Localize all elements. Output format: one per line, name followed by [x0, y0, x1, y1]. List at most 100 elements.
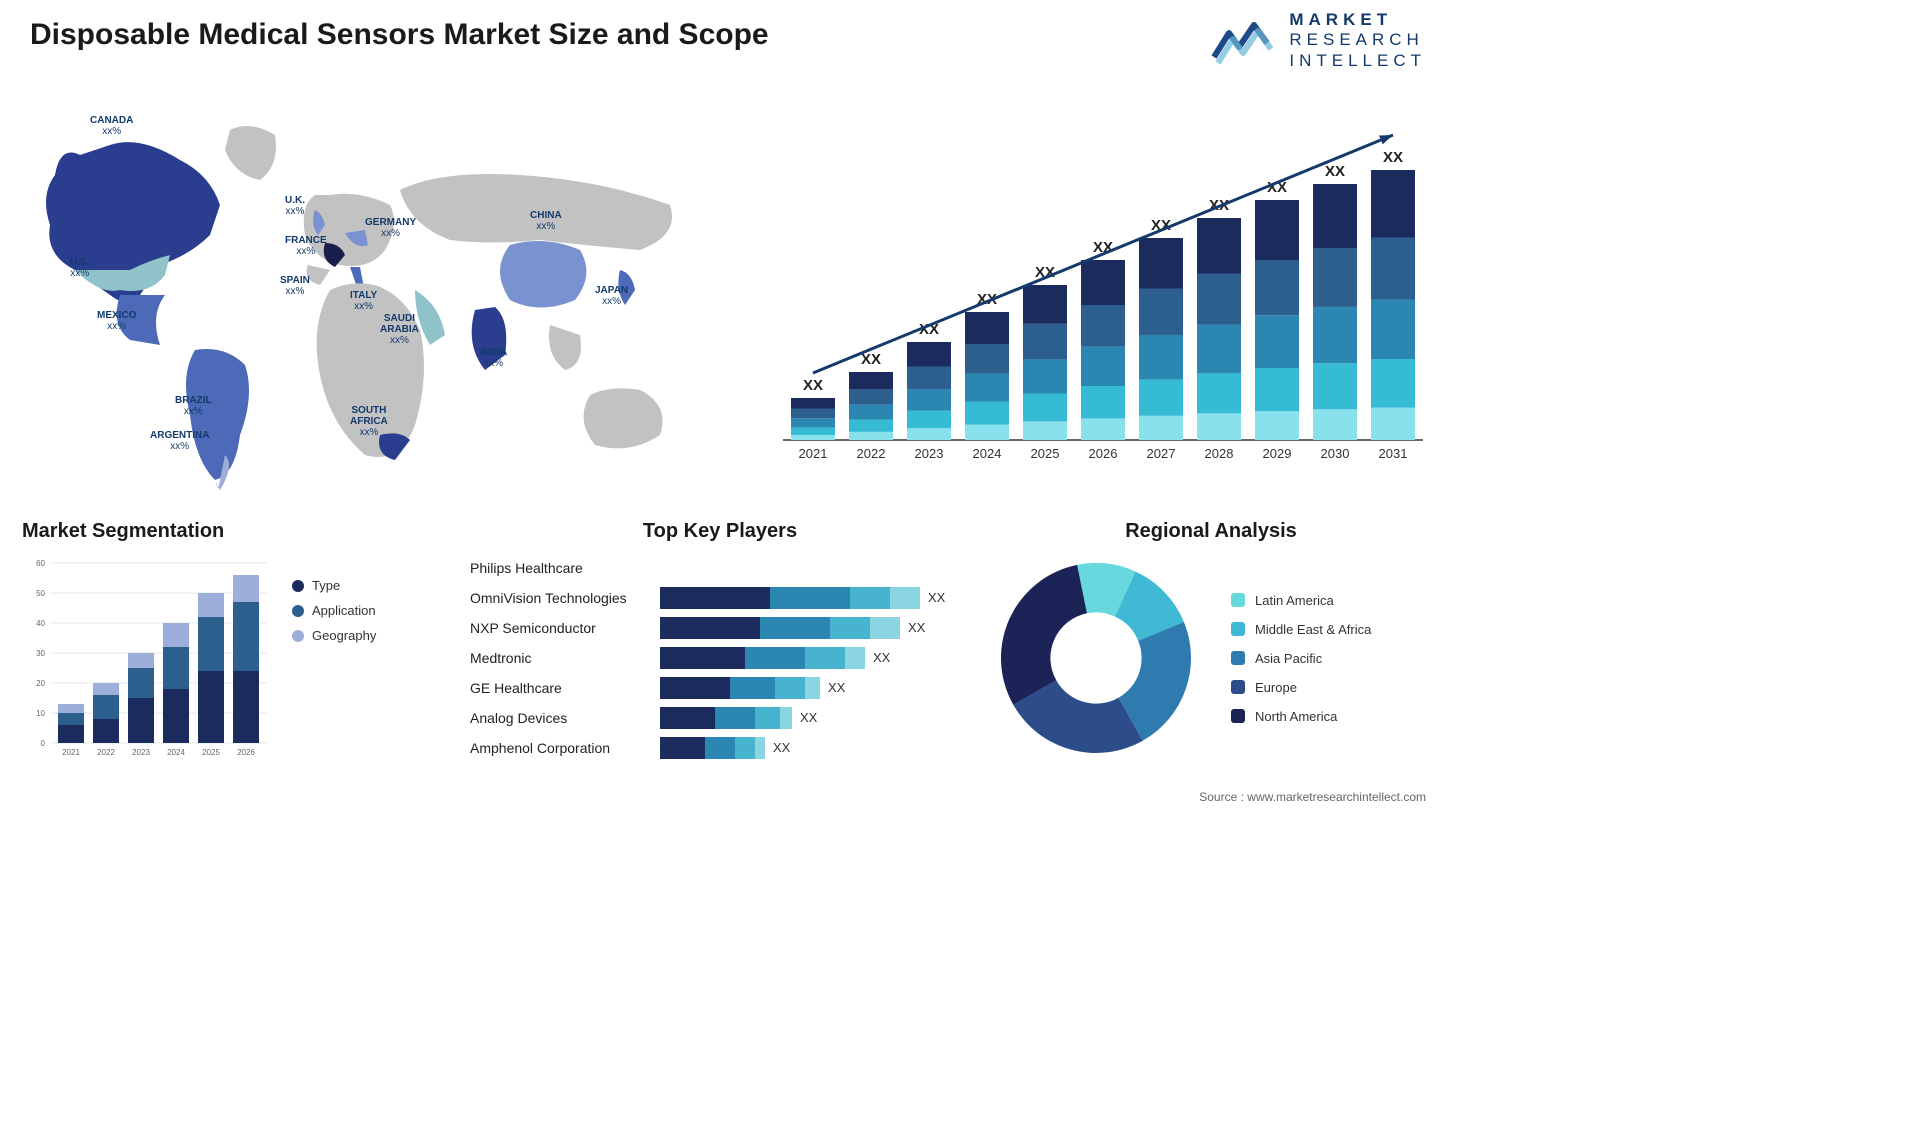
keyplayer-bar-segment: [805, 647, 845, 669]
keyplayer-row: Amphenol CorporationXX: [470, 733, 970, 762]
map-label: JAPANxx%: [595, 285, 628, 307]
keyplayer-bar-segment: [705, 737, 735, 759]
legend-label: Type: [312, 578, 340, 593]
legend-label: Asia Pacific: [1255, 651, 1322, 666]
legend-label: Application: [312, 603, 376, 618]
keyplayer-bar-wrap: XX: [660, 707, 970, 729]
keyplayer-bar-segment: [660, 677, 730, 699]
svg-text:XX: XX: [803, 377, 823, 394]
keyplayer-bar-segment: [660, 707, 715, 729]
svg-text:2025: 2025: [202, 748, 220, 757]
regional-title: Regional Analysis: [991, 520, 1431, 543]
segmentation-title: Market Segmentation: [22, 520, 432, 543]
regional-legend: Latin AmericaMiddle East & AfricaAsia Pa…: [1231, 593, 1371, 724]
keyplayer-bar-segment: [775, 677, 805, 699]
keyplayers-rows: Philips HealthcareOmniVision Technologie…: [470, 553, 970, 762]
logo-line3: INTELLECT: [1289, 51, 1426, 71]
keyplayer-bar-wrap: XX: [660, 587, 970, 609]
keyplayer-value: XX: [908, 620, 925, 635]
keyplayer-bar: [660, 737, 765, 759]
logo-icon: [1209, 15, 1279, 67]
svg-text:2021: 2021: [62, 748, 80, 757]
logo-line1: MARKET: [1289, 10, 1426, 30]
keyplayer-value: XX: [828, 680, 845, 695]
keyplayer-bar: [660, 707, 792, 729]
keyplayer-bar-segment: [870, 617, 900, 639]
svg-text:2028: 2028: [1205, 446, 1234, 461]
keyplayer-name: GE Healthcare: [470, 680, 660, 696]
keyplayer-bar-segment: [660, 587, 770, 609]
map-label: SAUDIARABIAxx%: [380, 313, 419, 346]
legend-swatch: [1231, 709, 1245, 723]
keyplayer-bar: [660, 677, 820, 699]
keyplayer-bar: [660, 617, 900, 639]
brand-logo: MARKET RESEARCH INTELLECT: [1209, 10, 1426, 71]
svg-text:2024: 2024: [167, 748, 185, 757]
keyplayer-value: XX: [773, 740, 790, 755]
svg-text:10: 10: [36, 709, 45, 718]
segmentation-legend-item: Geography: [292, 628, 376, 643]
keyplayer-name: Analog Devices: [470, 710, 660, 726]
keyplayer-bar: [660, 647, 865, 669]
legend-label: Geography: [312, 628, 376, 643]
keyplayer-bar-segment: [890, 587, 920, 609]
legend-swatch: [292, 630, 304, 642]
map-label: ITALYxx%: [350, 290, 377, 312]
legend-swatch: [1231, 680, 1245, 694]
legend-swatch: [1231, 622, 1245, 636]
legend-label: Europe: [1255, 680, 1297, 695]
keyplayer-row: Philips Healthcare: [470, 553, 970, 582]
segmentation-legend-item: Application: [292, 603, 376, 618]
keyplayer-value: XX: [873, 650, 890, 665]
keyplayer-bar-segment: [660, 617, 760, 639]
keyplayer-bar-segment: [755, 707, 780, 729]
svg-text:2031: 2031: [1379, 446, 1408, 461]
keyplayer-row: NXP Semiconductor XX: [470, 613, 970, 642]
keyplayers-title: Top Key Players: [470, 520, 970, 543]
svg-text:2023: 2023: [132, 748, 150, 757]
keyplayer-value: XX: [800, 710, 817, 725]
keyplayer-bar-wrap: XX: [660, 677, 970, 699]
svg-text:2026: 2026: [1089, 446, 1118, 461]
svg-text:2025: 2025: [1031, 446, 1060, 461]
keyplayer-name: NXP Semiconductor: [470, 620, 660, 636]
svg-text:2029: 2029: [1263, 446, 1292, 461]
world-map: CANADAxx%U.S.xx%MEXICOxx%BRAZILxx%ARGENT…: [20, 95, 720, 495]
segmentation-section: Market Segmentation 01020304050602021202…: [22, 520, 432, 763]
svg-text:2023: 2023: [915, 446, 944, 461]
keyplayer-bar-segment: [770, 587, 850, 609]
keyplayer-value: XX: [928, 590, 945, 605]
growth-chart: XX2021XX2022XX2023XX2024XX2025XX2026XX20…: [771, 100, 1431, 470]
regional-donut: [991, 553, 1201, 763]
legend-swatch: [292, 580, 304, 592]
svg-text:XX: XX: [1383, 149, 1403, 166]
keyplayer-bar-segment: [660, 737, 705, 759]
map-label: CANADAxx%: [90, 115, 133, 137]
segmentation-legend-item: Type: [292, 578, 376, 593]
svg-text:0: 0: [41, 739, 46, 748]
svg-text:XX: XX: [1325, 163, 1345, 180]
keyplayer-row: GE Healthcare XX: [470, 673, 970, 702]
keyplayer-name: Philips Healthcare: [470, 560, 660, 576]
keyplayer-bar-segment: [730, 677, 775, 699]
svg-text:2026: 2026: [237, 748, 255, 757]
segmentation-legend: Type Application Geography: [292, 578, 376, 763]
legend-label: North America: [1255, 709, 1337, 724]
segmentation-chart: 0102030405060202120222023202420252026: [22, 553, 272, 763]
legend-swatch: [292, 605, 304, 617]
keyplayer-bar-segment: [780, 707, 792, 729]
svg-text:2030: 2030: [1321, 446, 1350, 461]
keyplayer-name: Medtronic: [470, 650, 660, 666]
svg-text:60: 60: [36, 559, 45, 568]
svg-text:2022: 2022: [857, 446, 886, 461]
svg-text:2021: 2021: [799, 446, 828, 461]
map-label: ARGENTINAxx%: [150, 430, 209, 452]
growth-chart-svg: XX2021XX2022XX2023XX2024XX2025XX2026XX20…: [771, 100, 1431, 470]
keyplayer-bar-wrap: XX: [660, 647, 970, 669]
svg-text:40: 40: [36, 619, 45, 628]
svg-text:30: 30: [36, 649, 45, 658]
keyplayer-bar-segment: [850, 587, 890, 609]
logo-line2: RESEARCH: [1289, 30, 1426, 50]
regional-legend-item: Asia Pacific: [1231, 651, 1371, 666]
regional-legend-item: North America: [1231, 709, 1371, 724]
